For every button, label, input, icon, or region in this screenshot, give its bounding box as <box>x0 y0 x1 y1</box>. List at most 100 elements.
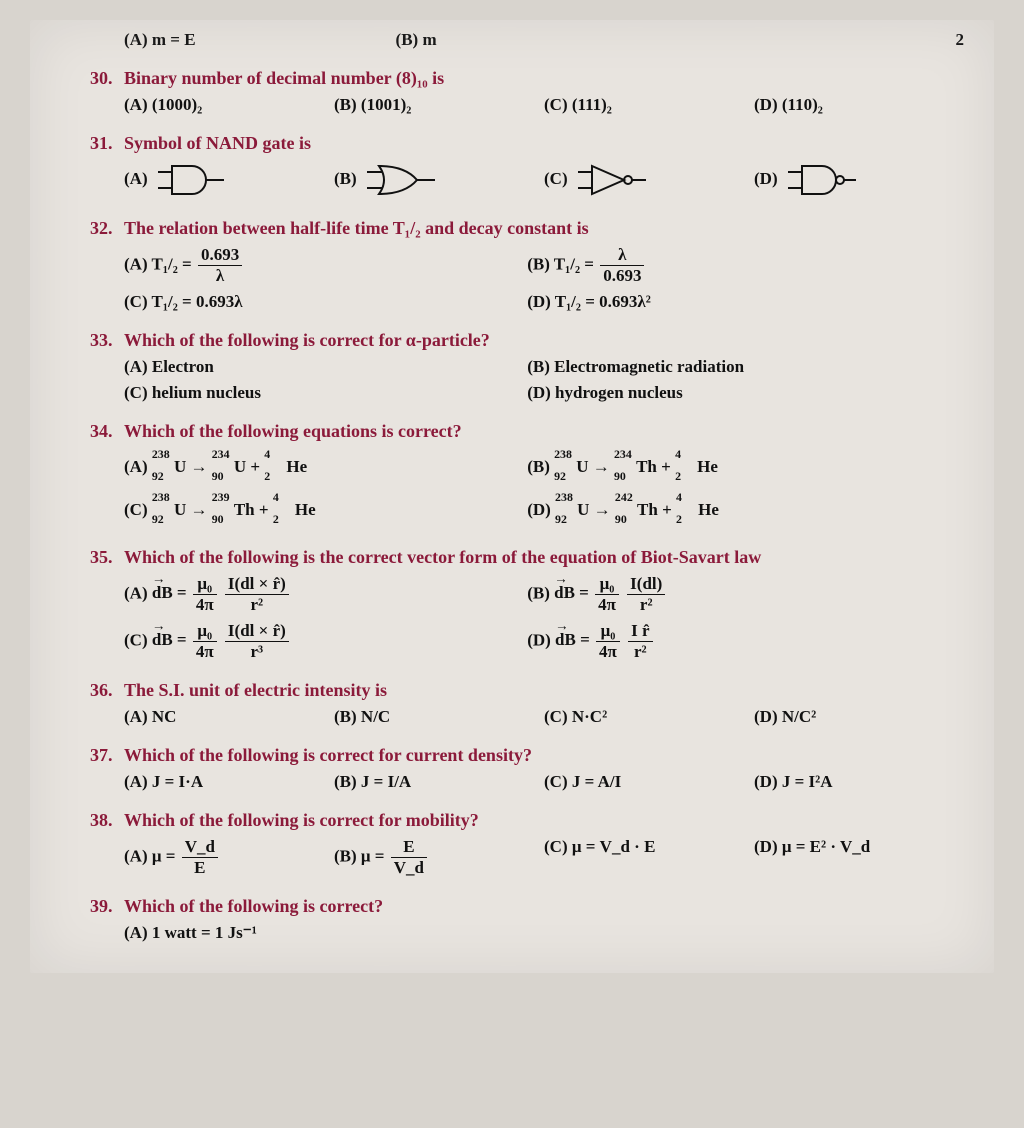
q36-c: (C) N·C² <box>544 707 754 727</box>
q36-num: 36. <box>90 680 124 701</box>
q35-c-pre: μ₀4π <box>193 621 217 662</box>
vec-icon: dB = <box>152 583 187 602</box>
q36-opts: (A) NC (B) N/C (C) N·C² (D) N/C² <box>124 707 964 727</box>
and-gate-icon <box>158 160 228 200</box>
q30-opts: (A) (1000)₂ (B) (1001)₂ (C) (111)₂ (D) (… <box>124 95 964 115</box>
q39-a: (A) 1 watt = 1 Js⁻¹ <box>124 923 527 943</box>
q35-c: (C) dB = μ₀4π I(dl × r̂)r³ <box>124 621 527 662</box>
q33-b: (B) Electromagnetic radiation <box>527 357 930 377</box>
q31-d: (D) <box>754 160 964 200</box>
q32-c: (C) T₁/₂ = 0.693λ <box>124 292 527 312</box>
q32-num: 32. <box>90 218 124 239</box>
q34-d: (D) 23892U → 24290Th + 42He <box>527 491 930 528</box>
q38-head: 38.Which of the following is correct for… <box>90 810 964 831</box>
q31-c-label: (C) <box>544 169 568 188</box>
q35-a-label: (A) <box>124 583 148 602</box>
q36-head: 36.The S.I. unit of electric intensity i… <box>90 680 964 701</box>
q35-b: (B) dB = μ₀4π I(dl)r² <box>527 574 930 615</box>
q30-d: (D) (110)₂ <box>754 95 964 115</box>
q37-opts: (A) J = I·A (B) J = I/A (C) J = A/I (D) … <box>124 772 964 792</box>
or-gate-icon <box>367 160 437 200</box>
q33-a: (A) Electron <box>124 357 527 377</box>
q34-b-d1: 23490Th <box>614 448 657 485</box>
q34-c: (C) 23892U → 23990Th + 42He <box>124 491 527 528</box>
q35-d-label: (D) <box>527 630 551 649</box>
q38-text: Which of the following is correct for mo… <box>124 810 479 830</box>
q35-d-main: I r̂r² <box>628 621 652 662</box>
q32-b-frac: λ 0.693 <box>600 245 644 286</box>
q34-b: (B) 23892U → 23490Th + 42He <box>527 448 930 485</box>
q34-head: 34.Which of the following equations is c… <box>90 421 964 442</box>
plus-icon: + <box>662 500 672 519</box>
q32-b-top: λ <box>600 245 644 266</box>
q34-c-d1: 23990Th <box>212 491 255 528</box>
q34-d-p: 23892U <box>555 491 589 528</box>
q34-c-d2: 42He <box>273 491 316 528</box>
q38-b-frac: EV_d <box>391 837 427 878</box>
q34-b-d2: 42He <box>675 448 718 485</box>
q30-c: (C) (111)₂ <box>544 95 754 115</box>
q33-head: 33.Which of the following is correct for… <box>90 330 964 351</box>
q34-num: 34. <box>90 421 124 442</box>
q37-a: (A) J = I·A <box>124 772 334 792</box>
q35-b-label: (B) <box>527 583 550 602</box>
vec-icon: dB = <box>152 630 187 649</box>
q38-a: (A) μ = V_dE <box>124 837 334 878</box>
q36-d: (D) N/C² <box>754 707 964 727</box>
q33-c: (C) helium nucleus <box>124 383 527 403</box>
arrow-icon: → <box>190 500 207 519</box>
not-gate-icon <box>578 160 648 200</box>
q38-b-label: (B) μ = <box>334 846 385 865</box>
q38-opts: (A) μ = V_dE (B) μ = EV_d (C) μ = V_d · … <box>124 837 964 878</box>
q37-b: (B) J = I/A <box>334 772 544 792</box>
q35-c-label: (C) <box>124 630 148 649</box>
q36-text: The S.I. unit of electric intensity is <box>124 680 387 700</box>
vec-icon: dB = <box>554 583 589 602</box>
q33-num: 33. <box>90 330 124 351</box>
q32-a: (A) T₁/₂ = 0.693 λ <box>124 245 527 286</box>
q31-c: (C) <box>544 160 754 200</box>
q34-b-p: 23892U <box>554 448 588 485</box>
q34-opts: (A) 23892U → 23490U + 42He (B) 23892U → … <box>124 448 964 529</box>
q38-c: (C) μ = V_d · E <box>544 837 754 878</box>
top-fragment-row: (A) m = E (B) m 2 <box>124 30 964 50</box>
q39-text: Which of the following is correct? <box>124 896 383 916</box>
q31-head: 31.Symbol of NAND gate is <box>90 133 964 154</box>
q36-b: (B) N/C <box>334 707 544 727</box>
plus-icon: + <box>259 500 269 519</box>
q34-d-d1: 24290Th <box>615 491 658 528</box>
q39-num: 39. <box>90 896 124 917</box>
q35-a: (A) dB = μ₀4π I(dl × r̂)r² <box>124 574 527 615</box>
frag-b: (B) m <box>396 30 437 50</box>
q38-a-frac: V_dE <box>182 837 218 878</box>
q34-c-label: (C) <box>124 500 148 519</box>
q35-head: 35.Which of the following is the correct… <box>90 547 964 568</box>
vec-icon: dB = <box>555 630 590 649</box>
q39-head: 39.Which of the following is correct? <box>90 896 964 917</box>
q34-d-label: (D) <box>527 500 551 519</box>
q39-opts: (A) 1 watt = 1 Js⁻¹ <box>124 923 964 943</box>
q31-text: Symbol of NAND gate is <box>124 133 311 153</box>
q35-a-pre: μ₀4π <box>193 574 217 615</box>
arrow-icon: → <box>190 457 207 476</box>
plus-icon: + <box>661 457 671 476</box>
q32-head: 32.The relation between half-life time T… <box>90 218 964 239</box>
q32-a-bot: λ <box>198 266 242 286</box>
q31-a: (A) <box>124 160 334 200</box>
q31-b: (B) <box>334 160 544 200</box>
q32-b: (B) T₁/₂ = λ 0.693 <box>527 245 930 286</box>
q38-b: (B) μ = EV_d <box>334 837 544 878</box>
q37-num: 37. <box>90 745 124 766</box>
q35-b-main: I(dl)r² <box>627 574 665 615</box>
q31-num: 31. <box>90 133 124 154</box>
nand-gate-icon <box>788 160 858 200</box>
q34-a: (A) 23892U → 23490U + 42He <box>124 448 527 485</box>
q31-d-label: (D) <box>754 169 778 188</box>
q35-d-pre: μ₀4π <box>596 621 620 662</box>
q30-b: (B) (1001)₂ <box>334 95 544 115</box>
q30-num: 30. <box>90 68 124 89</box>
q36-a: (A) NC <box>124 707 334 727</box>
q34-b-label: (B) <box>527 457 550 476</box>
q31-opts: (A) (B) (C) <box>124 160 964 200</box>
q37-c: (C) J = A/I <box>544 772 754 792</box>
